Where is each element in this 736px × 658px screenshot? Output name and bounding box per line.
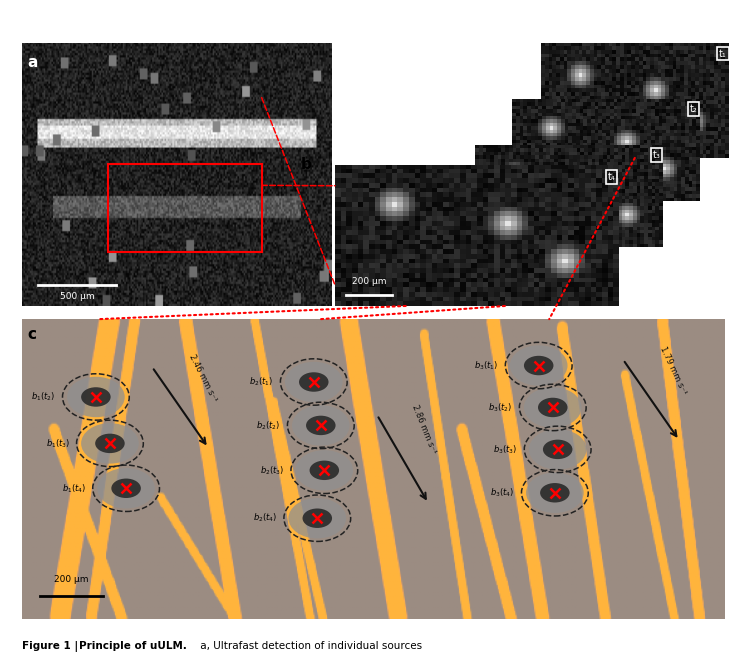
- Text: $b_3(t_2)$: $b_3(t_2)$: [488, 401, 513, 414]
- Text: a: a: [27, 55, 38, 70]
- Text: t₃: t₃: [653, 150, 660, 160]
- Text: 1.79 mm s⁻¹: 1.79 mm s⁻¹: [658, 345, 688, 396]
- Ellipse shape: [81, 388, 110, 407]
- Ellipse shape: [295, 450, 353, 490]
- Ellipse shape: [540, 483, 570, 503]
- Text: 2.46 mm s⁻¹: 2.46 mm s⁻¹: [187, 353, 219, 403]
- Ellipse shape: [526, 472, 584, 513]
- Text: $b_1(t_3)$: $b_1(t_3)$: [46, 437, 70, 449]
- Text: t₁: t₁: [719, 49, 726, 59]
- Ellipse shape: [543, 440, 573, 459]
- Text: Principle of uULM.: Principle of uULM.: [79, 641, 188, 651]
- Text: 200 μm: 200 μm: [352, 277, 386, 286]
- Text: $b_2(t_4)$: $b_2(t_4)$: [253, 512, 277, 524]
- Ellipse shape: [292, 405, 350, 445]
- Ellipse shape: [510, 345, 567, 386]
- Ellipse shape: [67, 377, 124, 417]
- Text: 2.86 mm s⁻¹: 2.86 mm s⁻¹: [410, 403, 438, 455]
- Ellipse shape: [289, 498, 346, 538]
- Text: b: b: [301, 157, 312, 172]
- Ellipse shape: [306, 416, 336, 435]
- Text: $b_2(t_3)$: $b_2(t_3)$: [260, 464, 284, 476]
- Ellipse shape: [285, 362, 342, 402]
- Ellipse shape: [310, 461, 339, 480]
- Ellipse shape: [97, 468, 155, 509]
- Text: $b_3(t_1)$: $b_3(t_1)$: [474, 359, 498, 372]
- Ellipse shape: [81, 423, 139, 464]
- Text: c: c: [28, 326, 37, 342]
- Text: $b_1(t_2)$: $b_1(t_2)$: [32, 391, 56, 403]
- Text: $b_2(t_1)$: $b_2(t_1)$: [250, 376, 274, 388]
- Text: $b_1(t_4)$: $b_1(t_4)$: [62, 482, 86, 495]
- Ellipse shape: [111, 478, 141, 498]
- Text: 200 μm: 200 μm: [54, 575, 88, 584]
- Ellipse shape: [95, 434, 124, 453]
- Text: $b_3(t_4)$: $b_3(t_4)$: [490, 486, 514, 499]
- Ellipse shape: [299, 372, 328, 392]
- Text: t₂: t₂: [690, 104, 697, 114]
- Ellipse shape: [538, 397, 567, 417]
- Ellipse shape: [524, 388, 581, 428]
- Ellipse shape: [302, 509, 332, 528]
- Text: $b_3(t_3)$: $b_3(t_3)$: [493, 443, 517, 455]
- Text: Figure 1 |: Figure 1 |: [22, 641, 82, 652]
- Text: 500 μm: 500 μm: [60, 291, 94, 301]
- Ellipse shape: [524, 356, 553, 375]
- Bar: [108, 164, 263, 252]
- Text: a, Ultrafast detection of individual sources: a, Ultrafast detection of individual sou…: [197, 641, 422, 651]
- Text: t₄: t₄: [608, 172, 615, 182]
- Text: $b_2(t_2)$: $b_2(t_2)$: [256, 419, 280, 432]
- Ellipse shape: [529, 429, 587, 470]
